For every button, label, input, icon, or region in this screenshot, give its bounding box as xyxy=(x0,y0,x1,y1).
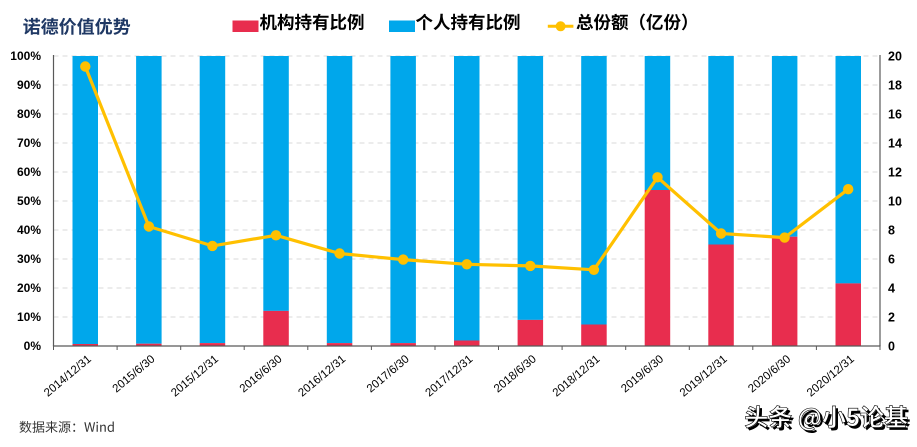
svg-text:50%: 50% xyxy=(17,194,41,208)
svg-text:0: 0 xyxy=(888,339,895,353)
svg-text:18: 18 xyxy=(888,78,902,92)
svg-text:80%: 80% xyxy=(17,107,41,121)
svg-text:2: 2 xyxy=(888,310,895,324)
svg-text:60%: 60% xyxy=(17,165,41,179)
svg-text:12: 12 xyxy=(888,165,902,179)
svg-text:20%: 20% xyxy=(17,281,41,295)
svg-text:40%: 40% xyxy=(17,223,41,237)
svg-text:16: 16 xyxy=(888,107,902,121)
svg-text:10: 10 xyxy=(888,194,902,208)
svg-text:30%: 30% xyxy=(17,252,41,266)
svg-text:20: 20 xyxy=(888,49,902,63)
svg-text:6: 6 xyxy=(888,252,895,266)
svg-text:90%: 90% xyxy=(17,78,41,92)
svg-text:14: 14 xyxy=(888,136,902,150)
svg-text:0%: 0% xyxy=(24,339,42,353)
svg-text:4: 4 xyxy=(888,281,895,295)
svg-text:10%: 10% xyxy=(17,310,41,324)
svg-text:70%: 70% xyxy=(17,136,41,150)
svg-text:8: 8 xyxy=(888,223,895,237)
svg-text:100%: 100% xyxy=(10,49,41,63)
